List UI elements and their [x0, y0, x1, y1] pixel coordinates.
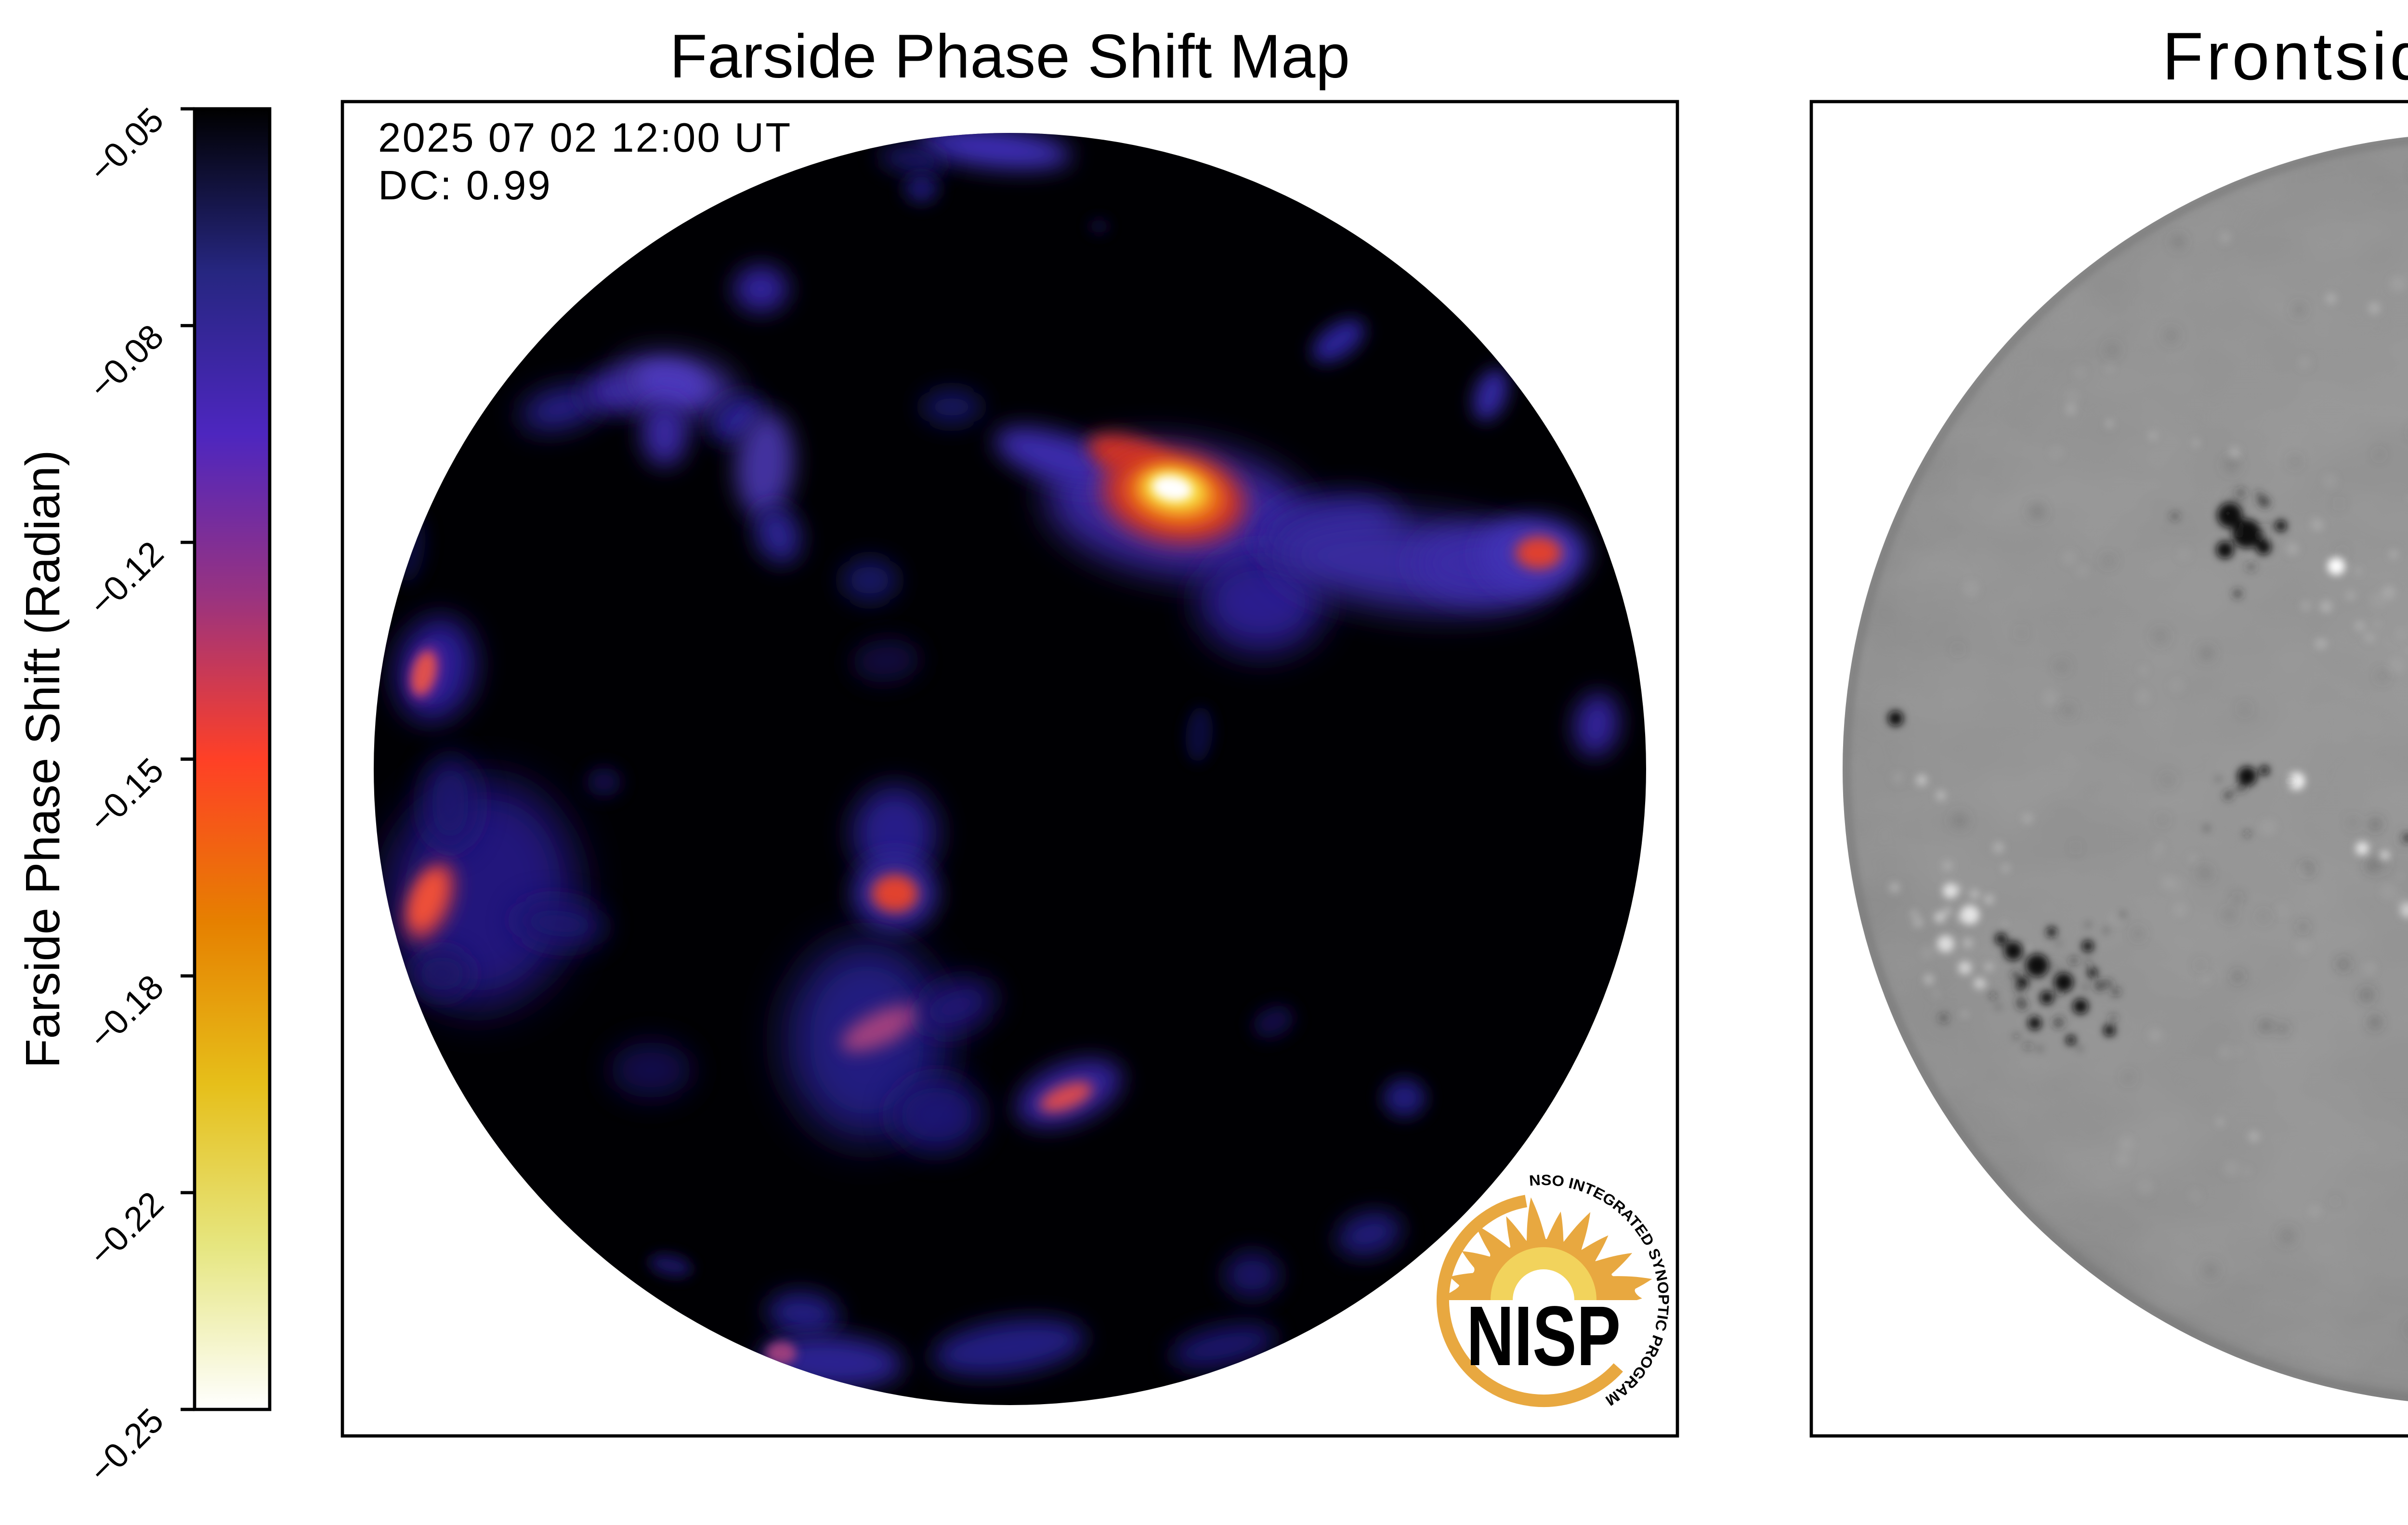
svg-text:Frontside Mag Map: Frontside Mag Map: [2162, 18, 2408, 94]
svg-text:2025 07 02 12:00 UT: 2025 07 02 12:00 UT: [378, 115, 792, 161]
svg-text:−0.22: −0.22: [82, 1185, 171, 1274]
svg-text:DC: 0.99: DC: 0.99: [378, 163, 552, 209]
svg-text:Farside Phase Shift Map: Farside Phase Shift Map: [669, 22, 1350, 91]
svg-text:−0.25: −0.25: [82, 1401, 171, 1490]
svg-text:Farside Phase Shift (Radian): Farside Phase Shift (Radian): [16, 450, 70, 1069]
svg-text:−0.05: −0.05: [82, 101, 171, 190]
svg-text:−0.18: −0.18: [82, 967, 171, 1056]
svg-text:−0.12: −0.12: [82, 534, 171, 623]
svg-text:−0.15: −0.15: [82, 751, 171, 840]
svg-text:−0.08: −0.08: [82, 317, 171, 406]
